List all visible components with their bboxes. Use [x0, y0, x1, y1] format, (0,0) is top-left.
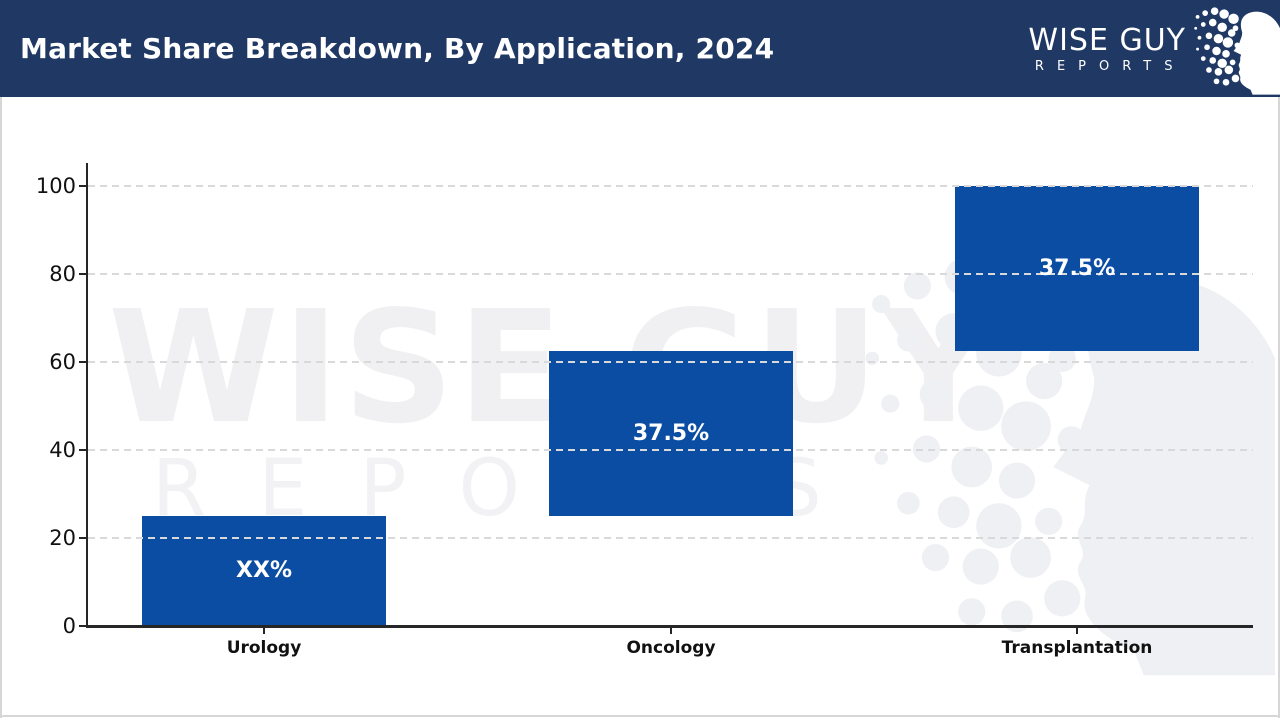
- y-tick-label-0: 0: [62, 614, 76, 638]
- watermark-head-icon: [865, 258, 1275, 676]
- bar-oncology: [549, 351, 793, 516]
- y-tick-mark-20: [79, 537, 87, 539]
- y-axis-spine: [86, 163, 88, 628]
- frame-right-border: [1278, 97, 1280, 718]
- brand-head-icon: [1194, 7, 1280, 95]
- watermark-text-2: REPORTS: [152, 444, 874, 534]
- y-tick-mark-40: [79, 449, 87, 451]
- y-tick-mark-0: [79, 625, 87, 627]
- bar-value-label-oncology: 37.5%: [632, 420, 710, 446]
- y-tick-label-80: 80: [49, 262, 76, 286]
- y-tick-mark-60: [79, 361, 87, 363]
- brand-logo: WISE GUY REPORTS: [1028, 0, 1280, 97]
- x-tick-label-urology: Urology: [226, 638, 302, 658]
- y-tick-label-20: 20: [49, 526, 76, 550]
- y-tick-label-40: 40: [49, 438, 76, 462]
- frame-left-border: [0, 97, 2, 718]
- x-tick-label-oncology: Oncology: [626, 638, 716, 658]
- x-tick-mark-oncology: [670, 627, 672, 634]
- bar-value-label-urology: XX%: [236, 558, 292, 583]
- bar-urology: [142, 516, 386, 626]
- y-tick-label-60: 60: [49, 350, 76, 374]
- y-tick-mark-80: [79, 273, 87, 275]
- y-tick-label-100: 100: [35, 174, 76, 198]
- brand-subtitle: REPORTS: [1034, 59, 1186, 75]
- brand-name: WISE GUY: [1028, 22, 1186, 58]
- page-title: Market Share Breakdown, By Application, …: [20, 32, 775, 65]
- header-bar: Market Share Breakdown, By Application, …: [0, 0, 1280, 97]
- frame-bottom-border: [0, 715, 1280, 717]
- x-tick-mark-urology: [263, 627, 265, 634]
- brand-logo-text: WISE GUY REPORTS: [1028, 25, 1186, 75]
- gridline-100: [88, 185, 1253, 187]
- y-tick-mark-100: [79, 185, 87, 187]
